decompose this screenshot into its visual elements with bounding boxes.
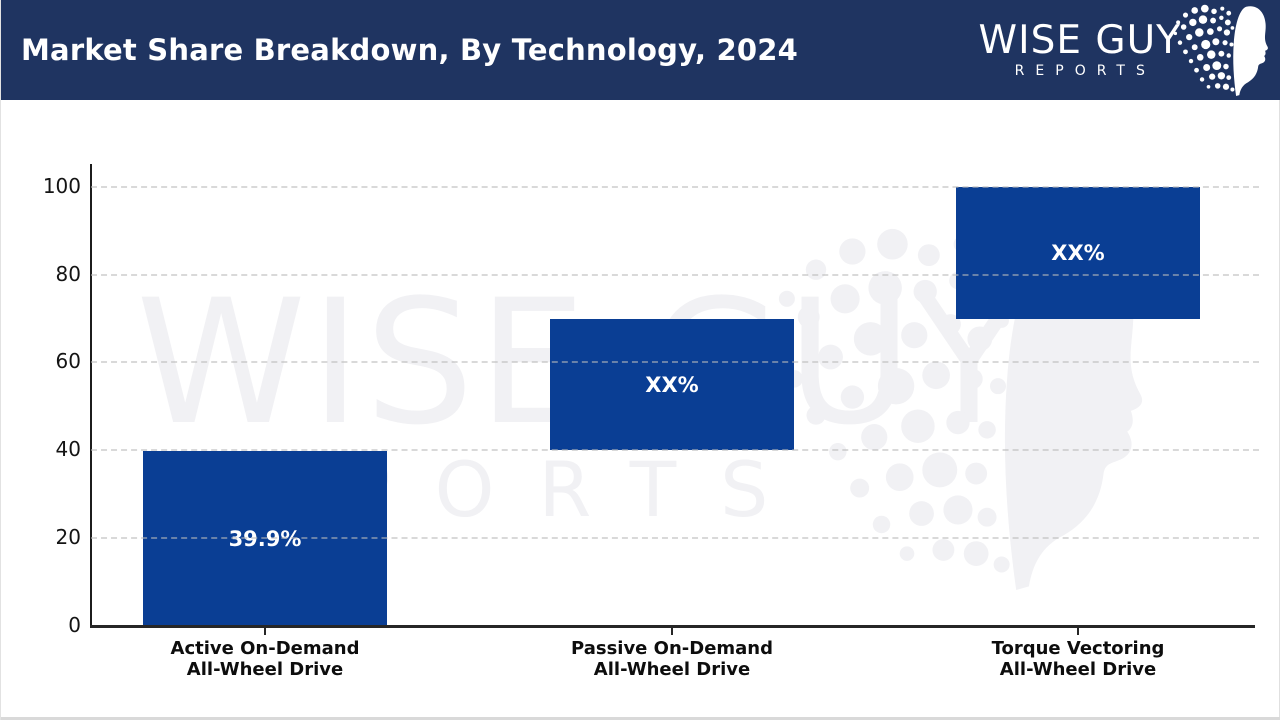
- x-tick-3: [1077, 628, 1079, 635]
- y-tick-label-60: 60: [55, 349, 81, 373]
- y-tick-label-80: 80: [55, 262, 81, 286]
- bar-passive-on-demand: XX%: [550, 319, 794, 450]
- x-category-label-active: Active On-Demand All-Wheel Drive: [170, 638, 360, 680]
- watermark-face-icon: [743, 226, 1162, 594]
- gridline-20: [91, 537, 1259, 539]
- brand-subname: REPORTS: [1014, 63, 1156, 79]
- x-category-label-passive: Passive On-Demand All-Wheel Drive: [571, 638, 773, 680]
- y-tick-label-40: 40: [55, 437, 81, 461]
- x-category-label-torque: Torque Vectoring All-Wheel Drive: [991, 638, 1165, 680]
- x-tick-1: [264, 628, 266, 635]
- x-axis-spine: [90, 625, 1255, 628]
- y-tick-label-0: 0: [68, 613, 81, 637]
- brand-name: WISE GUY: [978, 18, 1181, 63]
- header-bar: Market Share Breakdown, By Technology, 2…: [1, 0, 1280, 100]
- bar-value-label: XX%: [645, 372, 699, 397]
- x-tick-2: [671, 628, 673, 635]
- gridline-80: [91, 274, 1259, 276]
- y-tick-label-100: 100: [42, 174, 81, 198]
- brand-logo-text: WISE GUY REPORTS: [978, 18, 1181, 80]
- page-title: Market Share Breakdown, By Technology, 2…: [21, 33, 799, 67]
- bar-value-label: XX%: [1051, 241, 1105, 265]
- gridline-100: [91, 186, 1259, 188]
- y-tick-label-20: 20: [55, 525, 81, 549]
- bar-torque-vectoring: XX%: [956, 187, 1200, 319]
- gridline-40: [91, 449, 1259, 451]
- brand-logo: WISE GUY REPORTS: [979, 0, 1273, 100]
- gridline-60: [91, 361, 1259, 363]
- page-bottom-border: [1, 717, 1280, 720]
- y-axis-spine: [90, 164, 92, 628]
- wise-guy-face-icon: [1173, 4, 1268, 96]
